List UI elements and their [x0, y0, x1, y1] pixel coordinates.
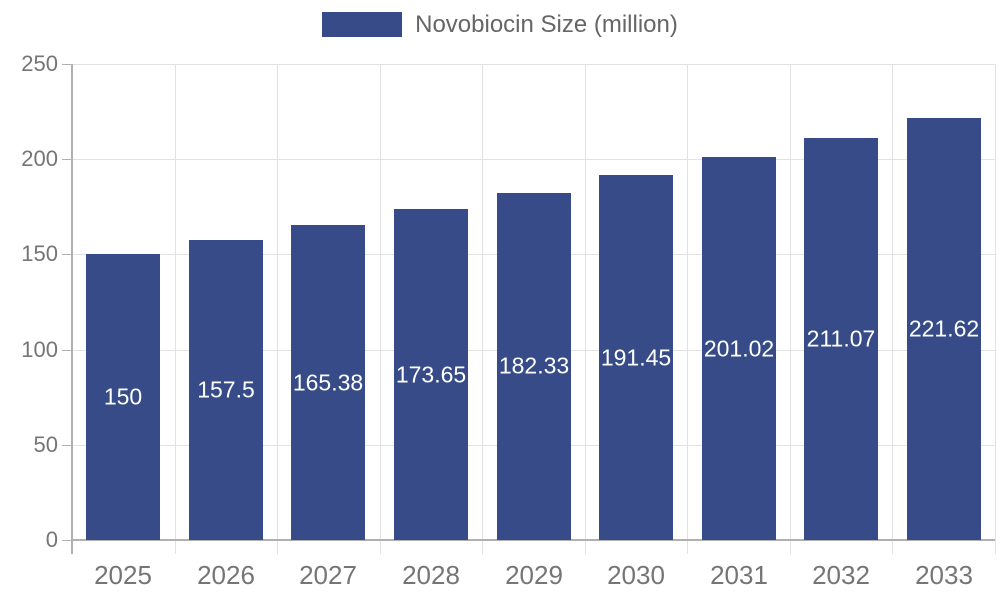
- y-axis-tick-label: 0: [45, 527, 58, 552]
- bar[interactable]: [497, 193, 571, 540]
- bar[interactable]: [189, 240, 263, 540]
- x-axis-tick-label: 2032: [812, 560, 870, 590]
- y-axis-tick-label: 250: [21, 51, 58, 76]
- legend-swatch: [322, 12, 403, 37]
- gridline-vertical: [175, 64, 176, 554]
- bar[interactable]: [86, 254, 160, 540]
- gridline-horizontal: [72, 159, 995, 160]
- gridline-vertical: [892, 64, 893, 554]
- gridline-vertical: [380, 64, 381, 554]
- legend-item[interactable]: Novobiocin Size (million): [322, 12, 678, 37]
- y-axis-tick-label: 100: [21, 337, 58, 362]
- bar[interactable]: [394, 209, 468, 540]
- y-axis-tick: [62, 540, 72, 541]
- bar[interactable]: [702, 157, 776, 540]
- y-axis-tick: [62, 445, 72, 446]
- x-axis-tick-label: 2031: [710, 560, 768, 590]
- x-axis-line: [72, 539, 995, 541]
- y-axis-tick-label: 200: [21, 146, 58, 171]
- gridline-vertical: [995, 64, 996, 554]
- gridline-vertical: [585, 64, 586, 554]
- x-axis-tick-label: 2025: [94, 560, 152, 590]
- gridline-horizontal: [72, 64, 995, 65]
- gridline-vertical: [790, 64, 791, 554]
- y-axis-tick-label: 150: [21, 241, 58, 266]
- x-axis-tick-label: 2026: [197, 560, 255, 590]
- bar[interactable]: [804, 138, 878, 540]
- legend: Novobiocin Size (million): [0, 12, 1000, 37]
- y-axis-tick-label: 50: [33, 432, 58, 457]
- y-axis-tick: [62, 64, 72, 65]
- x-axis-tick-label: 2029: [505, 560, 563, 590]
- legend-label: Novobiocin Size (million): [415, 11, 678, 38]
- bar[interactable]: [599, 175, 673, 540]
- y-axis-tick: [62, 254, 72, 255]
- x-axis-tick-label: 2033: [915, 560, 973, 590]
- y-axis-tick: [62, 159, 72, 160]
- gridline-vertical: [482, 64, 483, 554]
- bar[interactable]: [907, 118, 981, 540]
- bar[interactable]: [291, 225, 365, 540]
- gridline-vertical: [277, 64, 278, 554]
- x-axis-tick-label: 2027: [299, 560, 357, 590]
- y-axis-line: [71, 64, 73, 554]
- y-axis-tick: [62, 350, 72, 351]
- gridline-vertical: [687, 64, 688, 554]
- x-axis-tick-label: 2030: [607, 560, 665, 590]
- x-axis-tick-label: 2028: [402, 560, 460, 590]
